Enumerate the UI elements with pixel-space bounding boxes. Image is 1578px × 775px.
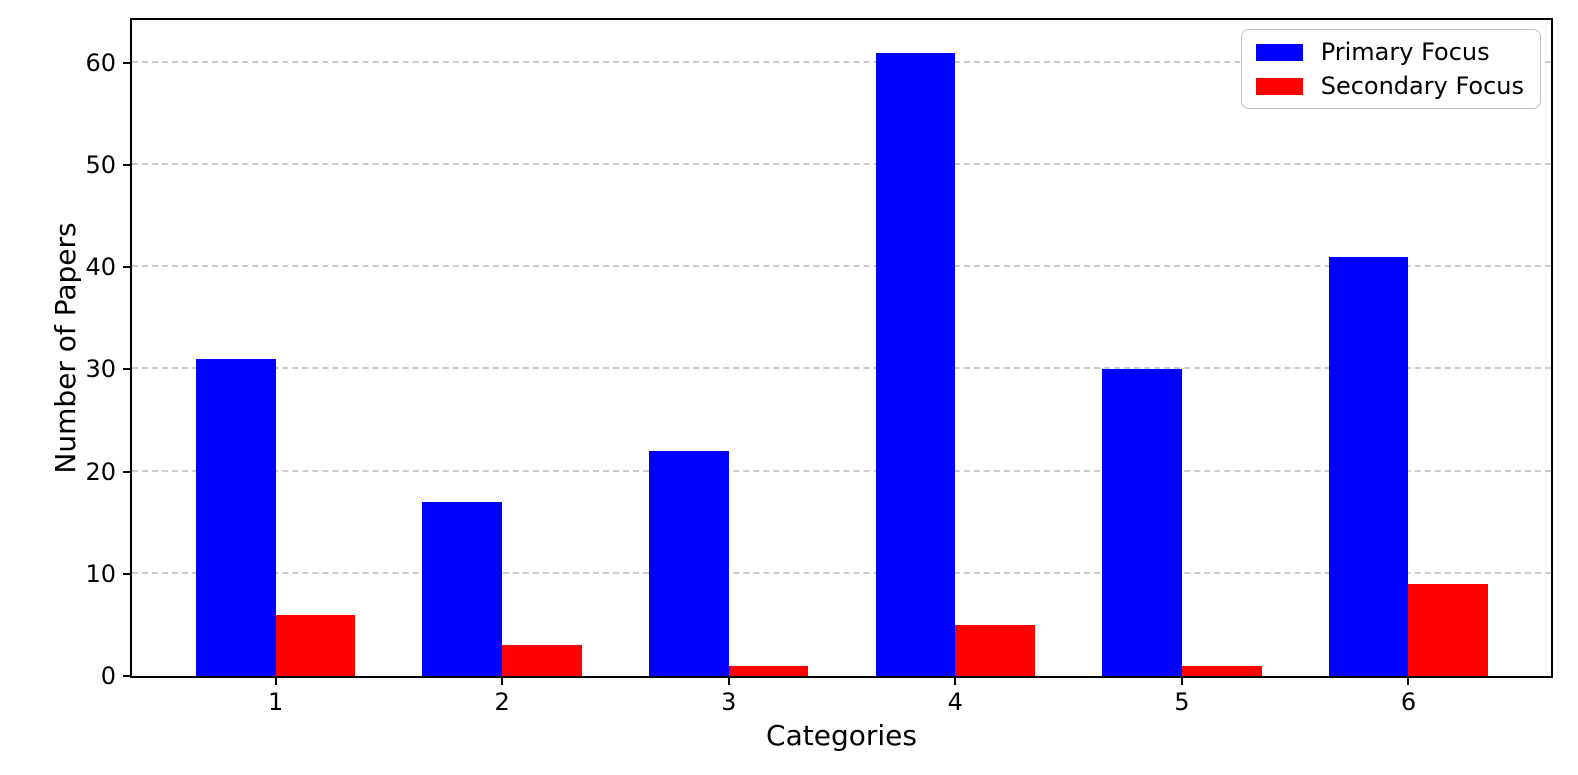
gridline-y-10 bbox=[132, 571, 1551, 574]
x-tick-label-1: 1 bbox=[267, 688, 284, 716]
x-tick-mark-6 bbox=[1407, 676, 1410, 685]
bar-primary-focus-cat4 bbox=[875, 52, 956, 676]
legend-item-primary-focus: Primary Focus bbox=[1255, 38, 1524, 66]
bar-secondary-focus-cat3 bbox=[728, 665, 809, 676]
y-tick-label-50: 50 bbox=[85, 151, 116, 180]
x-tick-label-6: 6 bbox=[1400, 688, 1417, 716]
y-tick-mark-20 bbox=[123, 470, 132, 473]
bar-primary-focus-cat1 bbox=[195, 359, 276, 676]
y-tick-mark-0 bbox=[123, 675, 132, 677]
plot-area: 0 10 20 30 40 50 60 1 2 3 4 5 6 Categories Primary … bbox=[85, 18, 1553, 750]
y-tick-label-30: 30 bbox=[85, 355, 116, 384]
bar-primary-focus-cat2 bbox=[422, 502, 503, 676]
y-axis-label: Number of Papers bbox=[49, 222, 82, 474]
x-tick-mark-3 bbox=[727, 676, 730, 685]
x-tick-label-5: 5 bbox=[1174, 688, 1190, 716]
y-tick-mark-30 bbox=[123, 368, 132, 371]
bar-primary-focus-cat5 bbox=[1102, 369, 1182, 676]
x-tick-label-2: 2 bbox=[494, 688, 510, 716]
y-tick-mark-40 bbox=[123, 266, 132, 269]
y-tick-mark-60 bbox=[123, 61, 132, 64]
x-tick-label-4: 4 bbox=[947, 688, 963, 716]
bar-secondary-focus-cat6 bbox=[1408, 584, 1489, 676]
legend: Primary Focus Secondary Focus bbox=[1240, 29, 1541, 109]
gridline-y-30 bbox=[132, 367, 1551, 370]
gridline-y-40 bbox=[132, 265, 1551, 268]
x-tick-mark-2 bbox=[501, 676, 504, 685]
legend-swatch-primary-focus bbox=[1255, 43, 1303, 61]
legend-item-secondary-focus: Secondary Focus bbox=[1255, 72, 1524, 100]
y-tick-label-40: 40 bbox=[85, 253, 116, 282]
x-tick-mark-1 bbox=[274, 676, 277, 685]
y-tick-mark-10 bbox=[123, 572, 132, 575]
legend-swatch-secondary-focus bbox=[1255, 77, 1303, 95]
gridline-y-20 bbox=[132, 469, 1551, 472]
y-tick-label-0: 0 bbox=[100, 662, 116, 690]
gridline-y-50 bbox=[132, 163, 1551, 166]
bar-primary-focus-cat3 bbox=[648, 451, 729, 676]
legend-label-secondary-focus: Secondary Focus bbox=[1320, 72, 1524, 100]
bar-secondary-focus-cat5 bbox=[1181, 665, 1262, 676]
bar-secondary-focus-cat4 bbox=[955, 624, 1036, 676]
bar-secondary-focus-cat2 bbox=[502, 645, 582, 676]
gridline-y-60 bbox=[132, 60, 1551, 63]
x-axis-label: Categories bbox=[766, 719, 917, 752]
x-tick-mark-5 bbox=[1180, 676, 1183, 685]
legend-label-primary-focus: Primary Focus bbox=[1320, 38, 1490, 66]
bar-primary-focus-cat6 bbox=[1328, 257, 1409, 676]
y-tick-label-10: 10 bbox=[85, 559, 116, 588]
y-tick-label-20: 20 bbox=[85, 457, 116, 486]
x-tick-mark-4 bbox=[954, 676, 957, 685]
y-tick-mark-50 bbox=[123, 164, 132, 167]
bar-secondary-focus-cat1 bbox=[275, 614, 356, 676]
x-tick-label-3: 3 bbox=[721, 688, 737, 716]
y-tick-label-60: 60 bbox=[85, 48, 116, 77]
